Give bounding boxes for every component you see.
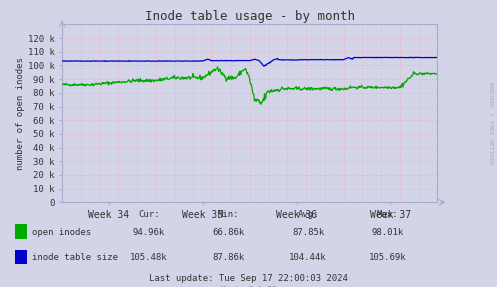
Text: Munin 2.0.73: Munin 2.0.73 [221,286,276,287]
Title: Inode table usage - by month: Inode table usage - by month [145,10,355,23]
Text: inode table size: inode table size [32,253,118,262]
Y-axis label: number of open inodes: number of open inodes [16,57,25,170]
Bar [15,224,27,239]
Text: open inodes: open inodes [32,228,91,237]
Text: 104.44k: 104.44k [289,253,327,262]
Text: Max:: Max: [377,210,399,219]
Text: 66.86k: 66.86k [213,228,245,237]
Text: 94.96k: 94.96k [133,228,165,237]
Text: 105.48k: 105.48k [130,253,168,262]
Bar [15,250,27,265]
Text: 87.85k: 87.85k [292,228,324,237]
Text: 98.01k: 98.01k [372,228,404,237]
Text: Cur:: Cur: [138,210,160,219]
Text: Last update: Tue Sep 17 22:00:03 2024: Last update: Tue Sep 17 22:00:03 2024 [149,274,348,284]
Text: 105.69k: 105.69k [369,253,407,262]
Text: Min:: Min: [218,210,240,219]
Text: 87.86k: 87.86k [213,253,245,262]
Text: RRDTOOL / TOBI OETIKER: RRDTOOL / TOBI OETIKER [489,82,494,165]
Text: Avg:: Avg: [297,210,319,219]
